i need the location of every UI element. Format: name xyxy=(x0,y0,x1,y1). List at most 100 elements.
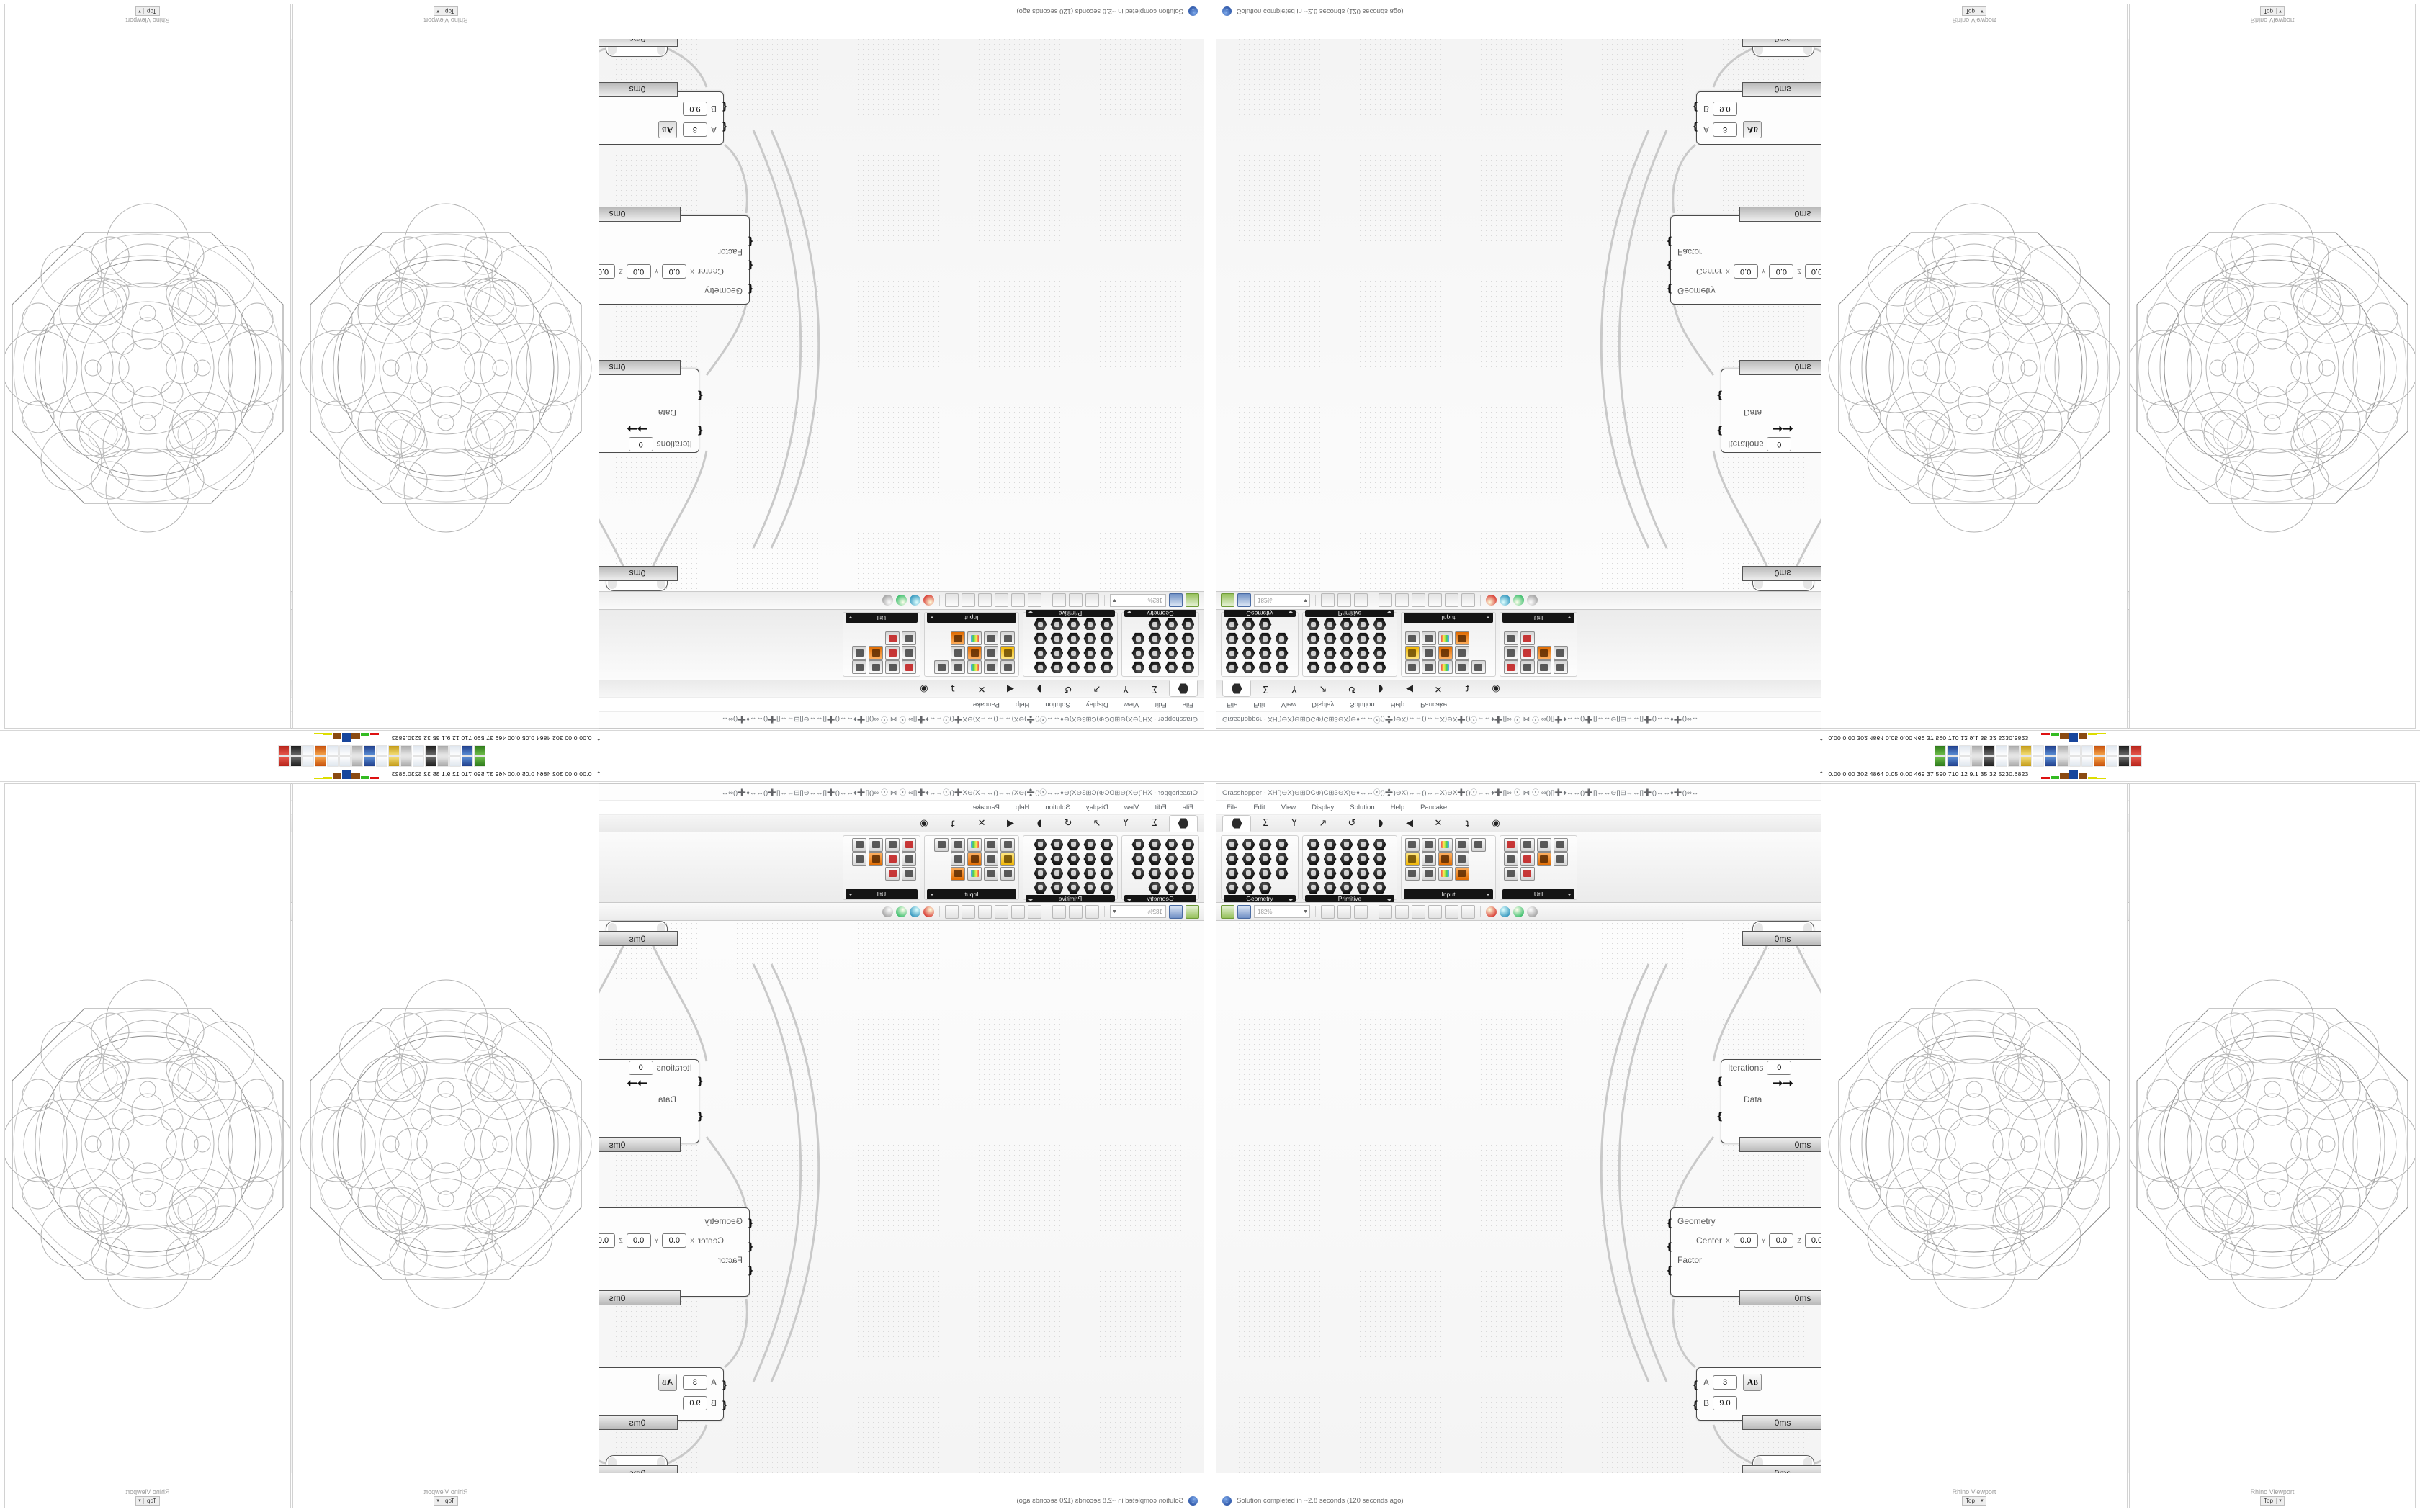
rhino-viewport-left[interactable]: Rhino Viewport Top ▼ xyxy=(292,783,599,1508)
component-icon[interactable] xyxy=(1049,881,1065,895)
component-icon[interactable] xyxy=(1082,617,1098,631)
component-icon[interactable] xyxy=(1032,837,1049,852)
rhino-viewport-right[interactable]: Rhino Viewport Top ▼ xyxy=(4,4,291,729)
number-slider-icon[interactable] xyxy=(1404,660,1420,675)
input-port-center[interactable]: ❴ xyxy=(1665,259,1674,271)
component-icon[interactable] xyxy=(1098,617,1115,631)
component-icon[interactable] xyxy=(1049,646,1065,660)
panel-label-primitive[interactable]: Primitive xyxy=(1305,895,1394,902)
component-icon[interactable] xyxy=(1130,866,1147,881)
arrow-right-icon[interactable] xyxy=(1536,660,1552,675)
boolean-toggle-icon[interactable] xyxy=(933,837,950,852)
taskbar-app-icon[interactable] xyxy=(351,745,364,756)
cluster-create-icon[interactable] xyxy=(1552,660,1569,675)
list-icon[interactable] xyxy=(1000,866,1016,881)
sketch-button[interactable] xyxy=(978,904,992,919)
taskbar-app-icon[interactable] xyxy=(315,745,327,756)
taskbar-app-icon[interactable] xyxy=(449,745,462,756)
component-icon[interactable] xyxy=(1098,852,1115,866)
panel-component-grid[interactable] xyxy=(1224,837,1291,895)
component-icon[interactable] xyxy=(1224,852,1240,866)
boolean-toggle-icon[interactable] xyxy=(933,660,950,675)
ribbon-tab-vector[interactable]: ↗ xyxy=(1083,815,1111,832)
chevron-down-icon[interactable]: ▼ xyxy=(1112,909,1117,914)
viewport-view-selector[interactable]: Top ▼ xyxy=(434,1496,458,1506)
ribbon-tab-maths[interactable]: Σ xyxy=(1251,815,1280,832)
input-port-b[interactable]: ❴ xyxy=(1691,1400,1700,1411)
annotate-icon[interactable] xyxy=(1502,646,1519,660)
component-icon[interactable] xyxy=(1163,660,1180,675)
chevron-down-icon[interactable]: ▼ xyxy=(1303,598,1308,603)
draw-mode-button[interactable] xyxy=(1354,593,1368,608)
zoom-level-input[interactable]: 182% ▼ xyxy=(1254,905,1310,918)
panel-component-grid[interactable] xyxy=(1305,617,1390,675)
id-tag-icon[interactable] xyxy=(1453,866,1470,881)
input-row-b[interactable]: B 9.0 xyxy=(1697,1393,1864,1413)
component-icon[interactable] xyxy=(1180,837,1196,852)
panel-label-input[interactable]: Input xyxy=(927,889,1016,899)
component-icon[interactable] xyxy=(1032,881,1049,895)
taskbar-app-icon[interactable] xyxy=(2069,745,2081,756)
component-icon[interactable] xyxy=(1163,617,1180,631)
input-port-iterations[interactable]: ❴ xyxy=(696,425,704,436)
draw-mode-button[interactable] xyxy=(1052,593,1066,608)
component-icon[interactable] xyxy=(1257,881,1273,895)
component-icon[interactable] xyxy=(1371,631,1388,646)
menu-item-edit[interactable]: Edit xyxy=(1155,804,1167,811)
cluster-create-icon[interactable] xyxy=(851,837,868,852)
component-icon[interactable] xyxy=(1163,646,1180,660)
menu-item-display[interactable]: Display xyxy=(1085,701,1108,708)
component-icon[interactable] xyxy=(1257,631,1273,646)
component-icon[interactable] xyxy=(1098,881,1115,895)
component-icon[interactable] xyxy=(1338,646,1355,660)
taskbar-app-icon[interactable] xyxy=(290,745,302,756)
chevron-down-icon[interactable]: ▼ xyxy=(2275,1498,2284,1504)
taskbar-app-icon[interactable] xyxy=(2093,756,2105,767)
input-port-data[interactable]: ❴ xyxy=(696,390,704,401)
component-icon[interactable] xyxy=(1065,660,1082,675)
input-port-factor[interactable]: ❴ xyxy=(746,1265,755,1277)
search-icon[interactable] xyxy=(851,646,868,660)
menu-item-pancake[interactable]: Pancake xyxy=(1420,804,1448,811)
component-icon[interactable] xyxy=(1032,631,1049,646)
component-icon[interactable] xyxy=(1224,646,1240,660)
component-icon[interactable] xyxy=(1147,837,1163,852)
taskbar-app-icon[interactable] xyxy=(2007,756,2020,767)
component-icon[interactable] xyxy=(1065,631,1082,646)
value-list-icon[interactable] xyxy=(967,852,983,866)
ribbon-tab-display[interactable]: ◉ xyxy=(1482,815,1510,832)
id-tag-icon[interactable] xyxy=(950,866,967,881)
taskbar-app-icon[interactable] xyxy=(1946,756,1958,767)
taskbar-app-icon[interactable] xyxy=(327,756,339,767)
ribbon-tab-surface[interactable]: ◗ xyxy=(1025,680,1054,697)
component-icon[interactable] xyxy=(1257,617,1273,631)
taskbar-app-icon[interactable] xyxy=(2093,745,2105,756)
component-icon[interactable] xyxy=(1240,837,1257,852)
colour-wheel-icon[interactable] xyxy=(1437,631,1453,646)
ribbon-tab-sets[interactable]: Υ xyxy=(1111,680,1140,697)
xyz-point-icon[interactable] xyxy=(950,646,967,660)
component-icon[interactable] xyxy=(1098,646,1115,660)
taskbar-app-icon[interactable] xyxy=(1934,756,1946,767)
taskbar-app-icon[interactable] xyxy=(400,756,413,767)
component-icon[interactable] xyxy=(1163,881,1180,895)
component-icon[interactable] xyxy=(1224,617,1240,631)
input-port-factor[interactable]: ❴ xyxy=(746,235,755,247)
taskbar-app-icon[interactable] xyxy=(449,756,462,767)
record-icon[interactable] xyxy=(1536,852,1552,866)
document-preview-button[interactable] xyxy=(995,904,1008,919)
ribbon-tab-maths[interactable]: Σ xyxy=(1140,815,1169,832)
panel-label-util[interactable]: Util xyxy=(846,889,918,899)
windows-taskbar[interactable] xyxy=(0,744,1210,756)
ribbon-tab-display[interactable]: ◉ xyxy=(1482,680,1510,697)
input-port-factor[interactable]: ❴ xyxy=(1665,235,1674,247)
component-icon[interactable] xyxy=(1305,631,1322,646)
viewport-view-selector[interactable]: Top ▼ xyxy=(2260,1496,2285,1506)
colour-swatch-icon[interactable] xyxy=(1437,837,1453,852)
ribbon-tab-transform[interactable]: ʇ xyxy=(938,680,967,697)
colour-wheel-icon[interactable] xyxy=(1437,866,1453,881)
component-icon[interactable] xyxy=(1180,866,1196,881)
cherries-icon[interactable] xyxy=(901,837,918,852)
component-icon[interactable] xyxy=(1049,660,1065,675)
graph-mapper-icon[interactable] xyxy=(1000,646,1016,660)
